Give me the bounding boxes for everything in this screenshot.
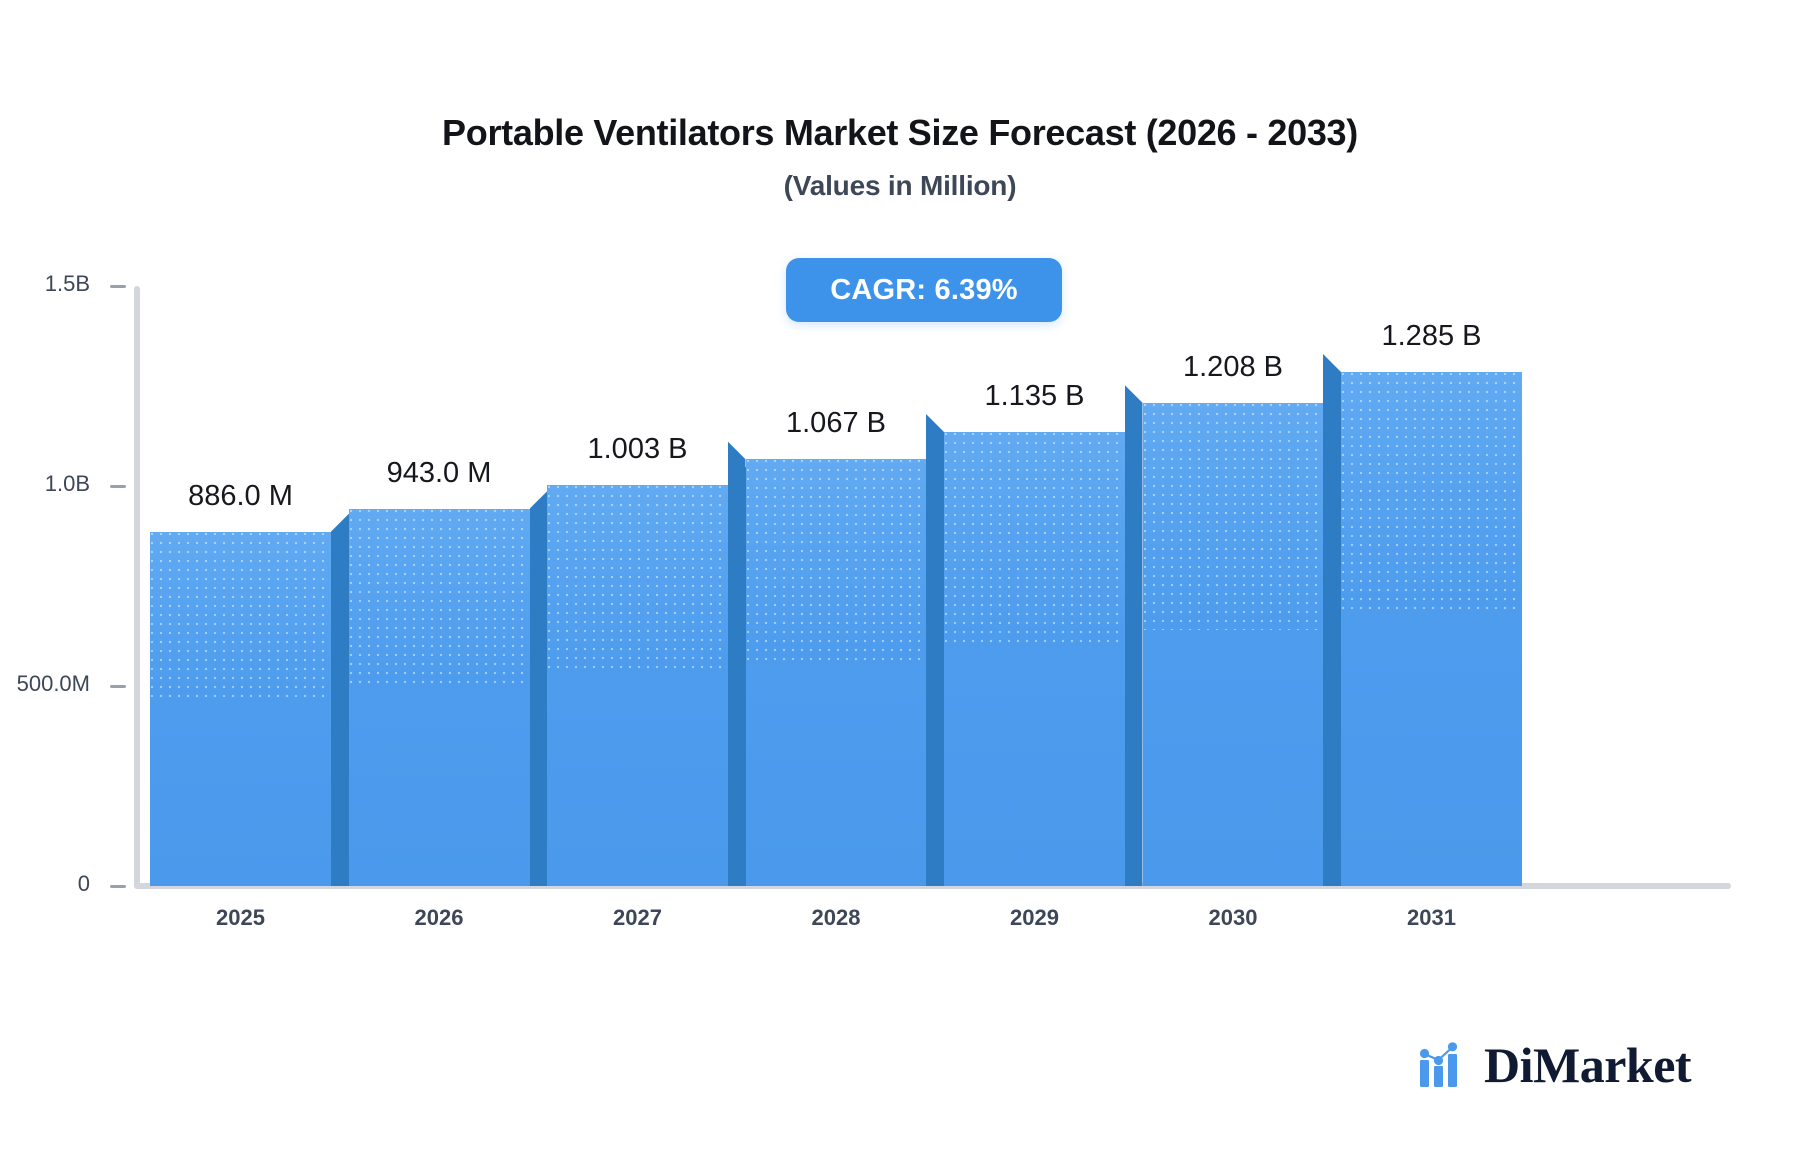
y-tick-label: 0 bbox=[77, 871, 90, 896]
bar-front-face bbox=[944, 432, 1125, 886]
bar-side-face bbox=[727, 441, 746, 886]
bar-2031[interactable] bbox=[1323, 0, 1522, 886]
x-tick-label-2026: 2026 bbox=[414, 905, 464, 930]
bar-value-label: 1.067 B bbox=[786, 407, 886, 440]
dimarket-logo: DiMarket bbox=[1418, 1037, 1692, 1093]
bar-front-face bbox=[547, 484, 728, 886]
chart-subtitle: (Values in Million) bbox=[783, 170, 1017, 201]
bar-value-label: 1.285 B bbox=[1381, 320, 1482, 352]
x-tick-label-2025: 2025 bbox=[216, 905, 265, 930]
y-tick-label: 1.5B bbox=[44, 271, 90, 296]
cagr-badge-label: CAGR: 6.39% bbox=[830, 273, 1018, 306]
bar-2030[interactable] bbox=[1124, 0, 1324, 886]
bar-2028[interactable] bbox=[727, 0, 927, 886]
bar-side-face bbox=[331, 513, 349, 886]
bar-chart-logo-icon bbox=[1419, 1042, 1458, 1087]
logo-wordmark: DiMarket bbox=[1484, 1037, 1692, 1093]
x-tick-label-2029: 2029 bbox=[1010, 905, 1059, 930]
bar-value-label: 943.0 M bbox=[386, 456, 492, 489]
bar-front-face bbox=[348, 508, 530, 886]
bar-front-face bbox=[1142, 402, 1324, 886]
x-axis-line bbox=[134, 883, 1731, 889]
x-tick-label-2030: 2030 bbox=[1208, 905, 1258, 930]
bar-value-label: 1.208 B bbox=[1183, 350, 1283, 383]
bar-value-label: 1.135 B bbox=[984, 380, 1085, 412]
bar-side-face bbox=[1323, 354, 1341, 886]
bar-side-face bbox=[1124, 384, 1143, 886]
page-title: Portable Ventilators Market Size Forecas… bbox=[442, 112, 1358, 153]
bar-2025[interactable] bbox=[150, 0, 349, 886]
y-axis-line bbox=[134, 286, 140, 888]
y-tick-mark bbox=[110, 885, 126, 888]
bar-front-face bbox=[150, 531, 331, 886]
bar-2029[interactable] bbox=[926, 0, 1125, 886]
bar-side-face bbox=[926, 414, 944, 886]
y-tick-label: 1.0B bbox=[44, 471, 90, 496]
x-tick-label-2031: 2031 bbox=[1407, 905, 1456, 930]
cagr-badge: CAGR: 6.39% bbox=[786, 258, 1062, 322]
x-tick-label-2028: 2028 bbox=[811, 905, 861, 930]
y-tick-mark bbox=[110, 485, 126, 488]
bar-side-face bbox=[529, 490, 548, 886]
bar-front-face bbox=[745, 459, 927, 886]
x-tick-label-2027: 2027 bbox=[613, 905, 662, 930]
bar-value-label: 1.003 B bbox=[587, 432, 688, 465]
y-tick-mark bbox=[110, 285, 126, 288]
y-tick-mark bbox=[110, 685, 126, 688]
bar-value-label: 886.0 M bbox=[188, 479, 293, 512]
y-tick-label: 500.0M bbox=[16, 671, 90, 696]
bar-front-face bbox=[1341, 372, 1522, 886]
bar-2026[interactable] bbox=[348, 0, 548, 886]
